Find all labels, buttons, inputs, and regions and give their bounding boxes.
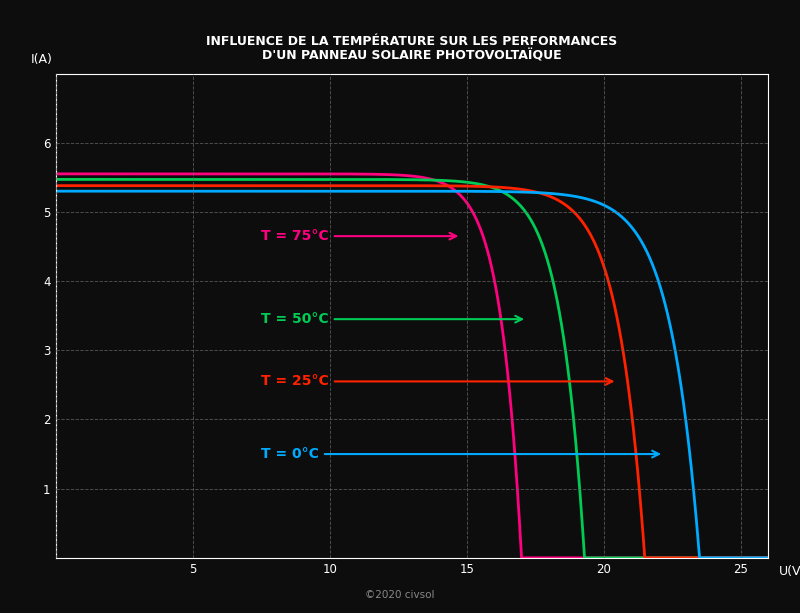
- Text: U(V): U(V): [778, 565, 800, 578]
- Text: I(A): I(A): [30, 53, 53, 66]
- Title: INFLUENCE DE LA TEMPÉRATURE SUR LES PERFORMANCES
D'UN PANNEAU SOLAIRE PHOTOVOLTA: INFLUENCE DE LA TEMPÉRATURE SUR LES PERF…: [206, 34, 618, 63]
- Text: T = 75°C: T = 75°C: [262, 229, 456, 243]
- Text: ©2020 civsol: ©2020 civsol: [366, 590, 434, 600]
- Text: T = 50°C: T = 50°C: [262, 312, 522, 326]
- Text: T = 0°C: T = 0°C: [262, 447, 659, 461]
- Text: T = 25°C: T = 25°C: [262, 375, 612, 389]
